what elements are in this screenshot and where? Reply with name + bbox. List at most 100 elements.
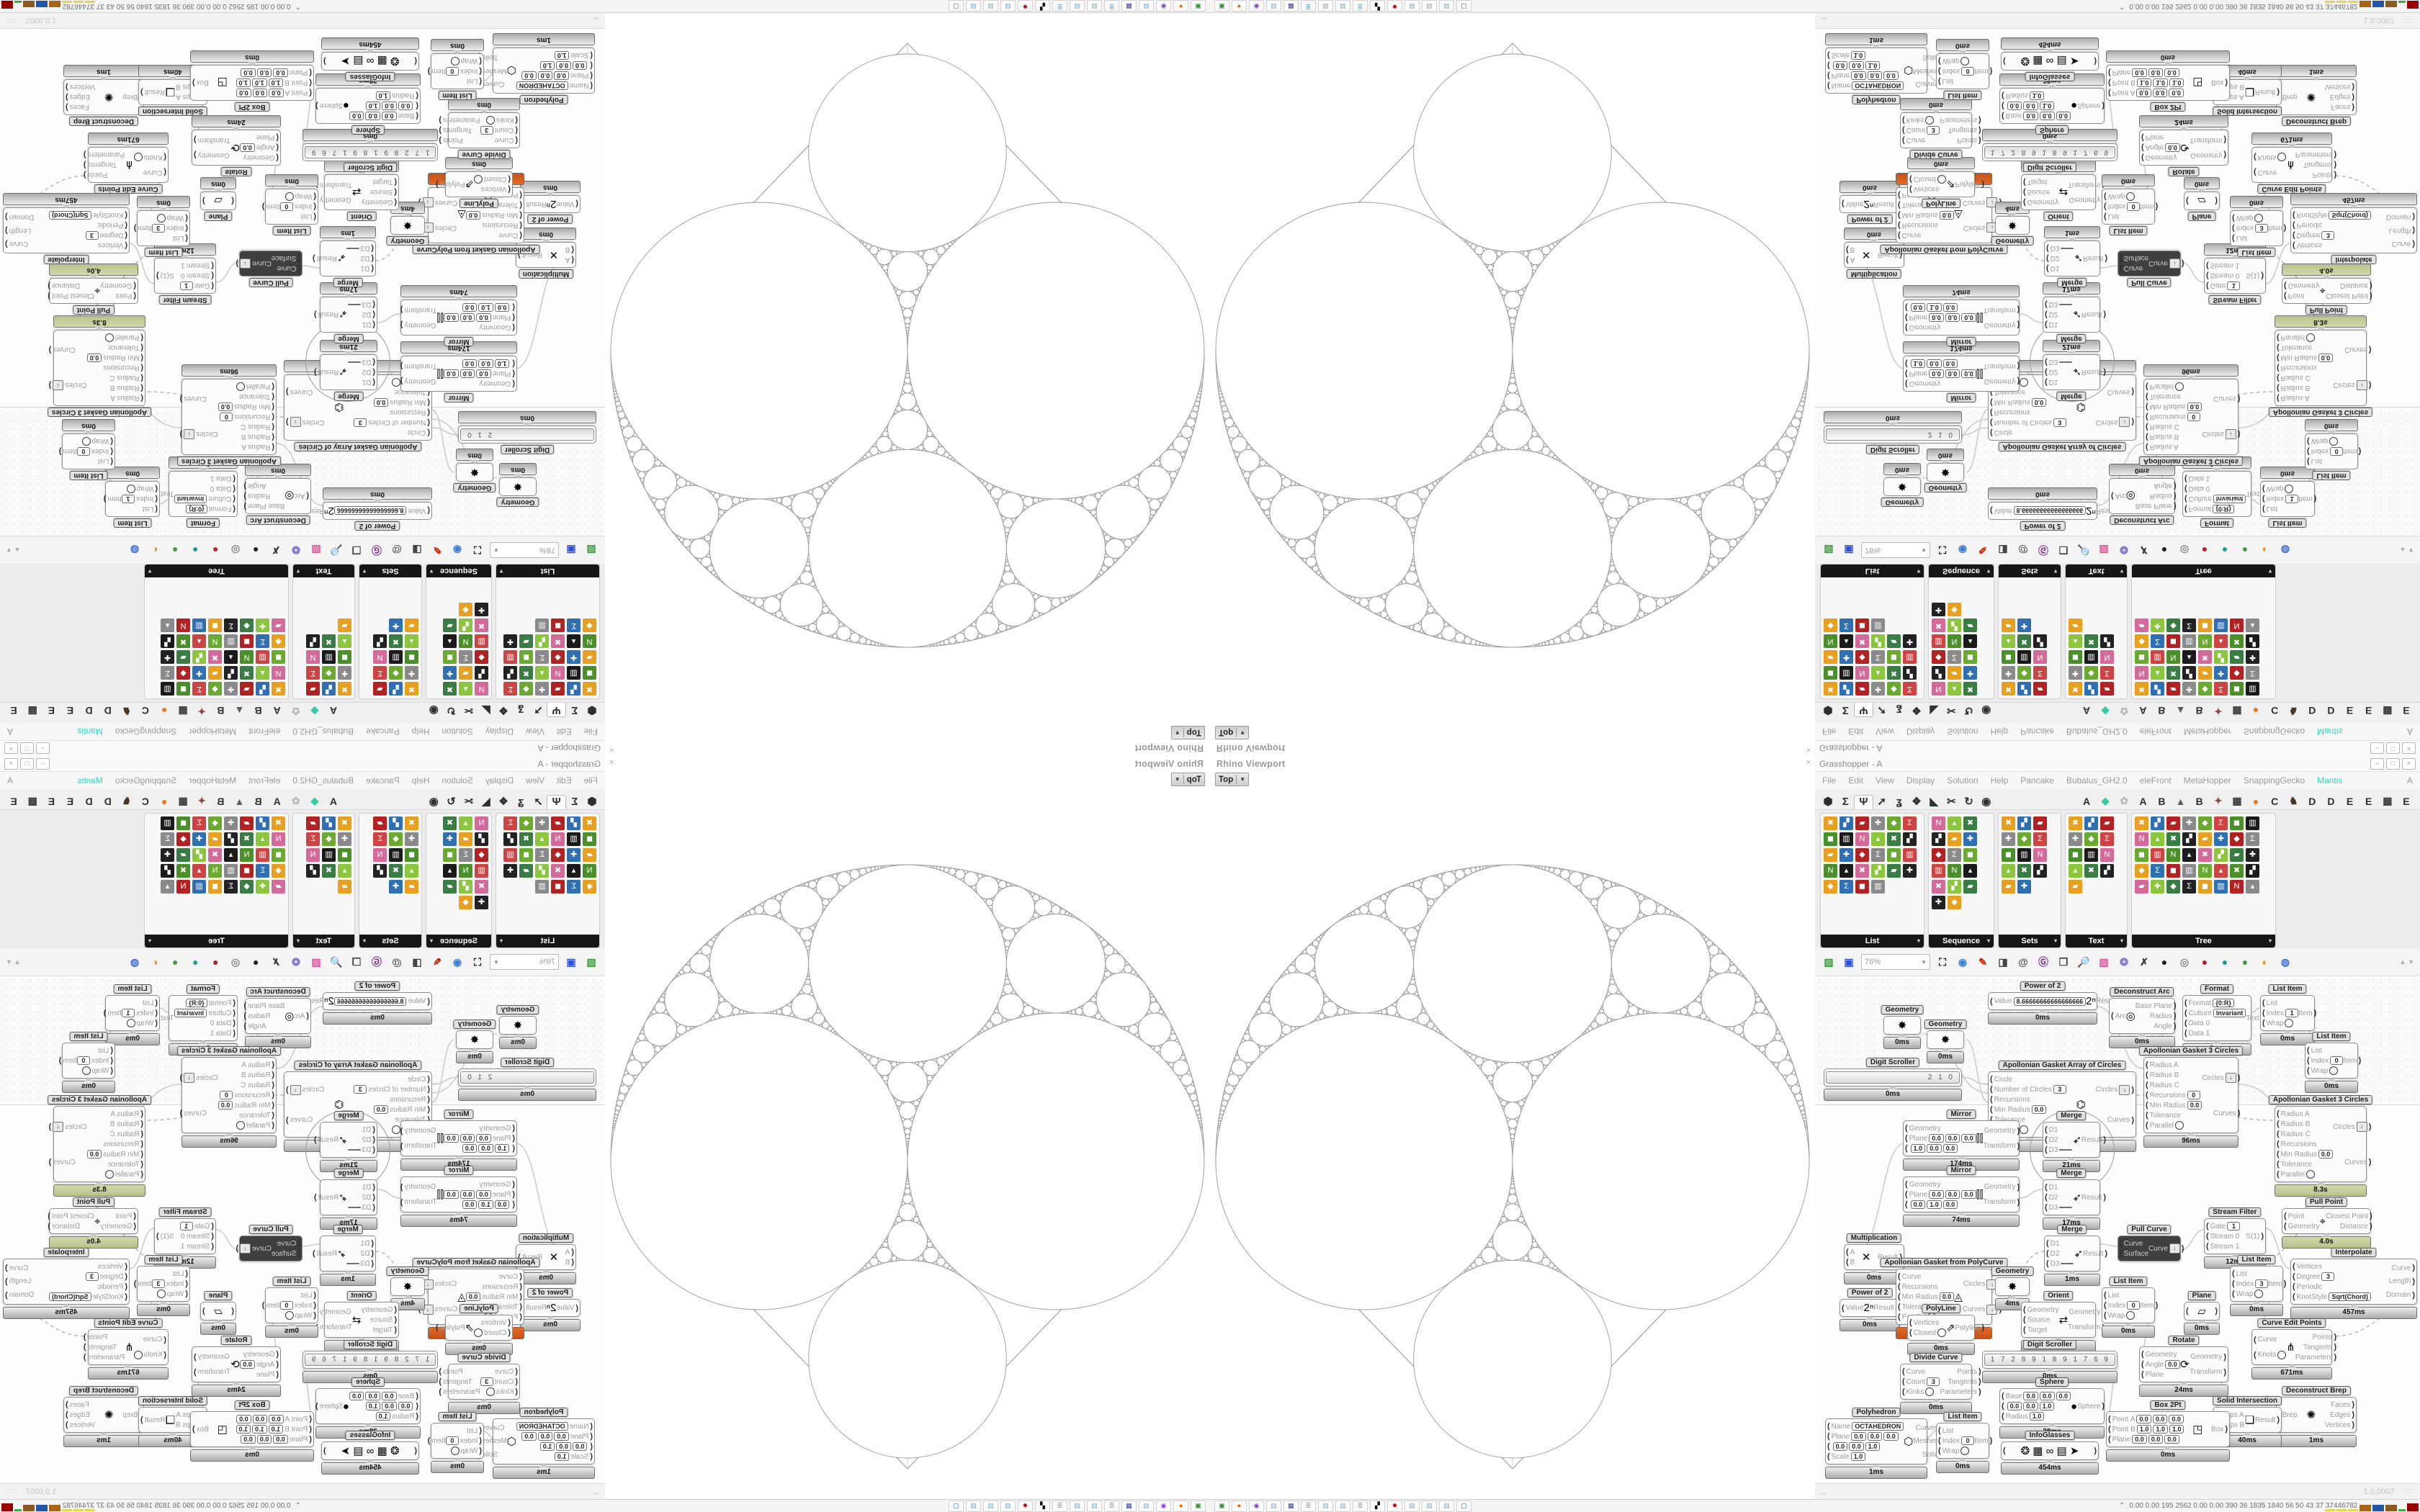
- node-name-tag[interactable]: Geometry: [496, 1005, 539, 1014]
- toggle-icon[interactable]: [474, 1328, 483, 1337]
- value-box[interactable]: 3: [354, 1085, 367, 1094]
- tab-plugin-b1[interactable]: B: [254, 796, 262, 807]
- taskbar-icon-notepad[interactable]: ▤: [1422, 1500, 1437, 1512]
- tab-plugin-a1[interactable]: A: [329, 796, 338, 807]
- palette-component-icon[interactable]: ◼: [1963, 650, 1977, 664]
- gh-node-merge[interactable]: MergeD1D2D3 ➶Result21ms: [318, 1111, 377, 1172]
- gh-node-mirror[interactable]: MirrorGeometryPlane0.00.00.00.01.00.0⫿⫿G…: [400, 285, 517, 346]
- node-name-tag[interactable]: Curve Edit Points: [2257, 184, 2326, 194]
- input-param[interactable]: D2: [2046, 253, 2074, 264]
- palette-component-icon[interactable]: ▰: [306, 682, 320, 696]
- input-param[interactable]: List: [280, 212, 316, 222]
- node-name-tag[interactable]: Rotate: [220, 167, 252, 176]
- palette-component-icon[interactable]: Σ: [1871, 848, 1885, 862]
- palette-group-label[interactable]: Text ▾: [2066, 564, 2127, 577]
- palette-component-icon[interactable]: ◆: [2135, 864, 2148, 878]
- node-body[interactable]: Point A0.00.00.0Point B1.01.01.0Plane0.0…: [2106, 1411, 2230, 1447]
- output-param[interactable]: Parameters: [2295, 150, 2336, 160]
- node-body[interactable]: D1D2D3 ➶Result: [2044, 240, 2103, 276]
- palette-component-icon[interactable]: ◆: [1887, 816, 1901, 830]
- palette-component-icon[interactable]: ▞: [1871, 634, 1885, 648]
- gha-badge-icon[interactable]: Ⓖ: [2038, 956, 2048, 968]
- palette-component-icon[interactable]: ◼: [240, 864, 254, 878]
- output-param[interactable]: Angle: [2136, 481, 2177, 491]
- node-name-tag[interactable]: Stream Filter: [2208, 1207, 2262, 1217]
- node-name-tag[interactable]: Curve Edit Points: [2257, 1318, 2326, 1328]
- digit-scroller-value[interactable]: 2 1 0: [1826, 1071, 1960, 1084]
- node-name-tag[interactable]: Plane: [2187, 1291, 2216, 1300]
- palette-component-icon[interactable]: ✖: [1963, 816, 1977, 830]
- value-box[interactable]: 0.0: [1851, 1432, 1866, 1441]
- value-box[interactable]: 0: [2127, 202, 2141, 211]
- tab-plugin-e1[interactable]: E: [66, 705, 74, 716]
- palette-component-icon[interactable]: ✖: [2230, 864, 2244, 878]
- tab-plugin-d2[interactable]: D: [2327, 796, 2335, 807]
- taskbar-icon-terminal[interactable]: ▣: [1191, 0, 1206, 12]
- palette-component-icon[interactable]: ◼: [1824, 832, 1837, 846]
- input-param[interactable]: Recursions: [466, 220, 522, 230]
- value-box[interactable]: 3: [354, 418, 367, 427]
- node-body[interactable]: VerticesClosed⇗Polyline: [440, 1315, 513, 1341]
- output-param[interactable]: Domain: [2386, 1290, 2415, 1300]
- value-box[interactable]: 1.0: [2029, 1412, 2045, 1421]
- input-param[interactable]: [413, 56, 417, 66]
- output-param[interactable]: Result: [140, 1415, 165, 1425]
- node-body[interactable]: Gate1Stream 0Stream 1S(1): [154, 258, 216, 294]
- chevron-up-icon[interactable]: ⌃: [2119, 1502, 2125, 1510]
- gh-node-polyline[interactable]: PolyLineVerticesClosed⇗Polyline0ms: [440, 1304, 513, 1355]
- finder-magnifier-icon[interactable]: 🔎: [330, 544, 343, 556]
- palette-component-icon[interactable]: Ν: [459, 864, 472, 878]
- palette-component-icon[interactable]: ◼: [240, 634, 254, 648]
- node-body[interactable]: D1D2D3 ➶Result: [2044, 1236, 2103, 1272]
- palette-component-icon[interactable]: ✚: [2151, 880, 2164, 894]
- value-box[interactable]: 0.0: [398, 1402, 413, 1410]
- output-param[interactable]: Circles ↓: [286, 417, 324, 428]
- node-body[interactable]: ❂ ▦ ∞ ▤ ➤: [2001, 52, 2099, 71]
- input-param[interactable]: D2: [2045, 1135, 2072, 1145]
- toggle-icon[interactable]: [485, 1387, 495, 1396]
- output-param[interactable]: Points: [439, 1367, 480, 1377]
- value-box[interactable]: 3: [480, 126, 493, 135]
- palette-component-icon[interactable]: ◆: [208, 682, 222, 696]
- palette-group-label[interactable]: Sets ▾: [1999, 935, 2061, 948]
- input-param[interactable]: List: [2104, 1290, 2140, 1300]
- palette-component-icon[interactable]: ▞: [475, 832, 488, 846]
- input-param[interactable]: Data 1: [2184, 474, 2246, 484]
- preview-eye-icon[interactable]: ◉: [1958, 544, 1968, 556]
- tab-plugin-e2[interactable]: E: [48, 705, 55, 716]
- input-param[interactable]: Wrap: [2307, 436, 2343, 446]
- tab-vector[interactable]: ➚: [534, 704, 543, 716]
- palette-component-icon[interactable]: ✚: [192, 832, 206, 846]
- value-box[interactable]: 0.0: [236, 1415, 251, 1423]
- input-param[interactable]: Vertices: [474, 184, 511, 194]
- node-name-tag[interactable]: Deconstruct Brep: [69, 117, 138, 126]
- node-body[interactable]: D1D2D3 ➶Result: [318, 1179, 377, 1215]
- input-param[interactable]: Parallel: [2146, 1120, 2202, 1130]
- palette-component-icon[interactable]: ◼: [443, 848, 457, 862]
- output-param[interactable]: Circles ↓: [49, 1121, 87, 1133]
- node-name-tag[interactable]: Apollonian Gasket from PolyCurve: [1880, 245, 2008, 254]
- input-param[interactable]: D1: [2045, 377, 2072, 387]
- gh-node-divide-curve[interactable]: Divide CurveCurveCount3KinksPointsTangen…: [443, 98, 520, 159]
- node-body[interactable]: CurveKnots⋔PointsTangentsParameters: [2251, 1329, 2333, 1365]
- value-box[interactable]: 0.0: [252, 89, 268, 97]
- maximize-button[interactable]: □: [20, 757, 34, 770]
- node-name-tag[interactable]: Power of 2: [527, 1288, 573, 1297]
- node-name-tag[interactable]: Rotate: [2168, 1336, 2200, 1345]
- value-box[interactable]: {0:R}: [186, 999, 207, 1007]
- palette-group-label[interactable]: Sequence ▾: [1929, 564, 1994, 577]
- chevron-up-icon[interactable]: ⌃: [2119, 2, 2125, 10]
- node-name-tag[interactable]: Format: [2200, 984, 2233, 994]
- chevron-down-icon[interactable]: ▾: [430, 568, 434, 575]
- toggle-icon[interactable]: [284, 1311, 294, 1320]
- node-body[interactable]: ListIndex3WrapItem: [137, 210, 190, 246]
- tab-plugin-b2[interactable]: B: [2195, 705, 2203, 716]
- output-param[interactable]: Polyline: [436, 179, 465, 189]
- palette-component-icon[interactable]: ◆: [519, 816, 533, 830]
